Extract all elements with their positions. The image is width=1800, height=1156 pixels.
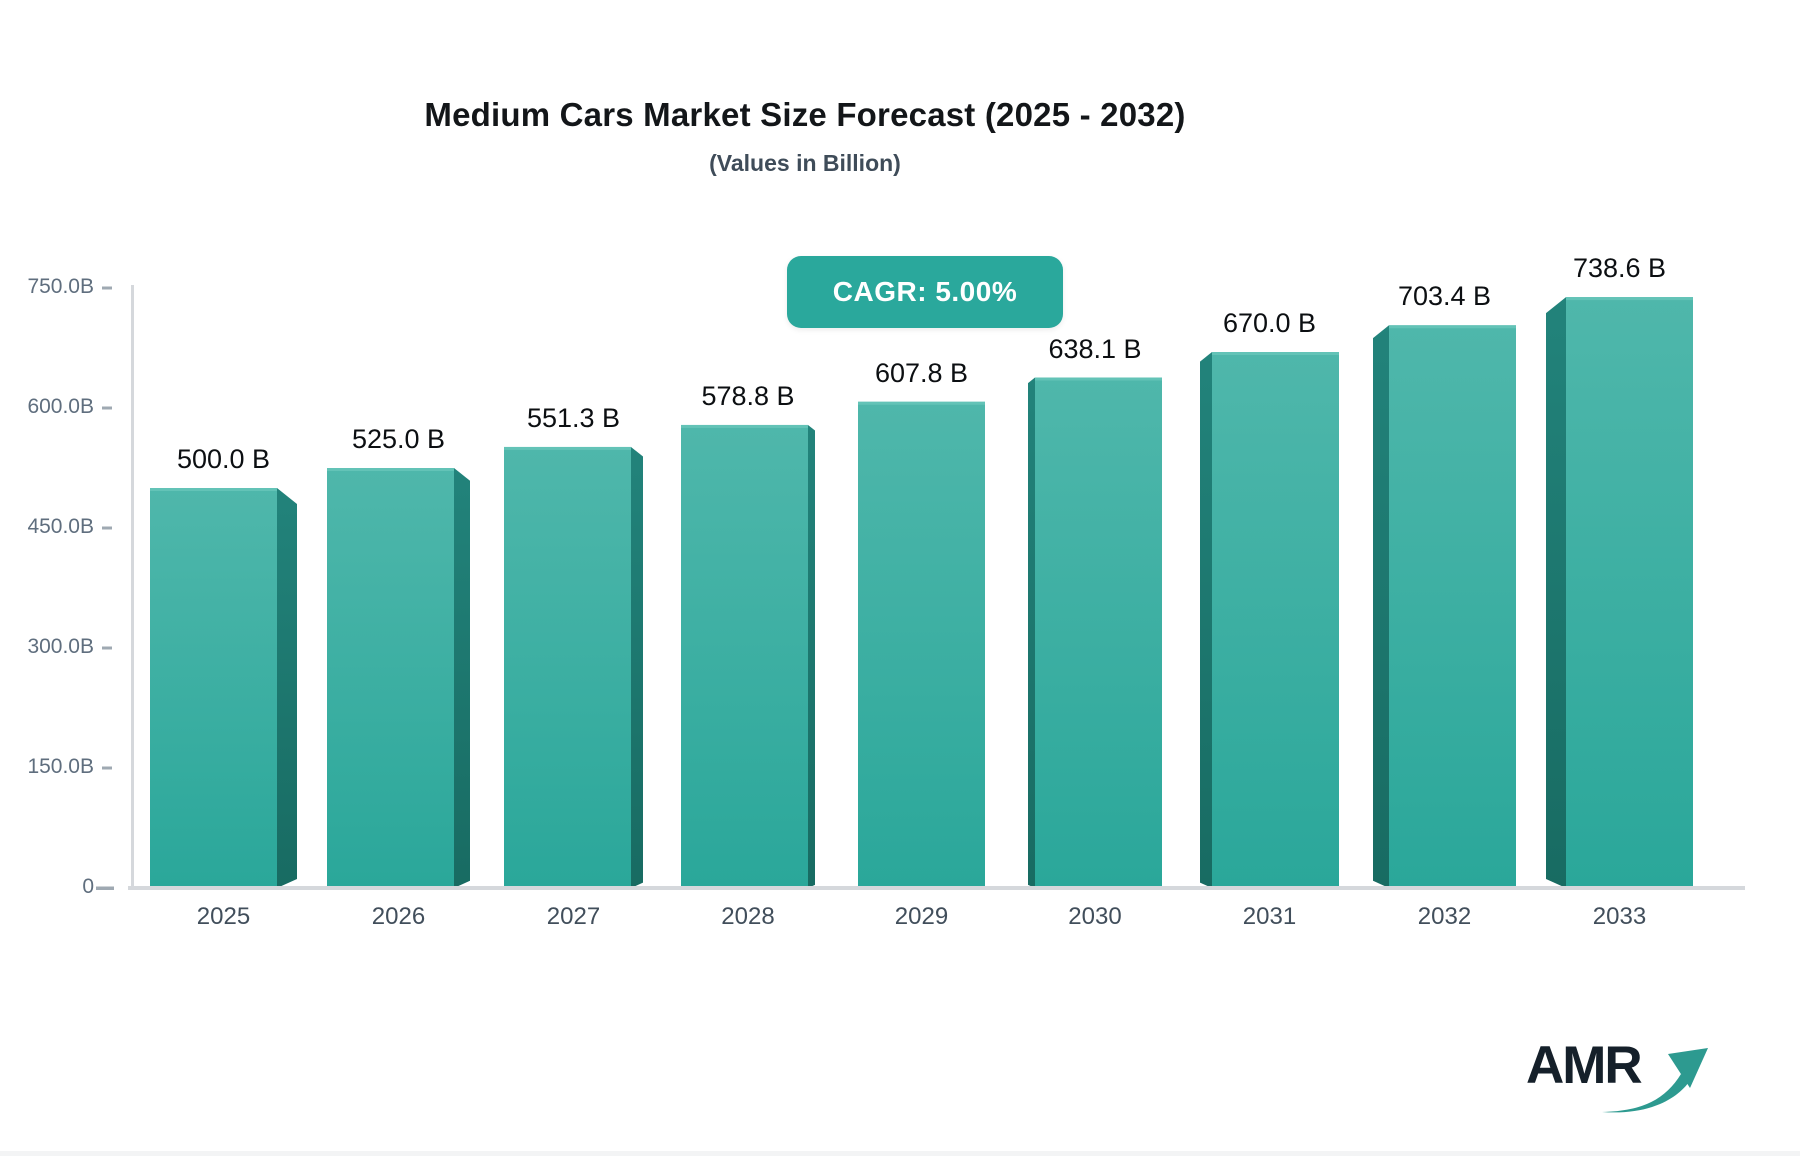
bar-2026 bbox=[327, 468, 454, 888]
value-label-2028: 578.8 B bbox=[701, 380, 795, 411]
value-label-2027: 551.3 B bbox=[526, 402, 621, 433]
chart-subtitle: (Values in Billion) bbox=[709, 150, 901, 176]
value-label-2025: 500.0 B bbox=[176, 444, 271, 474]
y-axis-label: 450.0B bbox=[27, 515, 94, 538]
bar-side-2030 bbox=[1028, 377, 1035, 888]
x-axis-label-2033: 2033 bbox=[1592, 903, 1647, 930]
value-label-2033: 738.6 B bbox=[1572, 253, 1667, 284]
bar-top-edge-2025 bbox=[150, 488, 277, 491]
bar-2025 bbox=[150, 488, 277, 888]
x-axis-label-2026: 2026 bbox=[371, 903, 426, 930]
value-label-2030: 638.1 B bbox=[1048, 333, 1142, 364]
growth-arrow-icon bbox=[1602, 1048, 1708, 1113]
cagr-badge: CAGR: 5.00% bbox=[787, 256, 1063, 328]
y-axis-line bbox=[131, 285, 134, 890]
bar-side-2026 bbox=[454, 468, 470, 888]
y-axis-label: 150.0B bbox=[27, 755, 94, 778]
bar-2030 bbox=[1035, 377, 1162, 888]
x-axis-label-2025: 2025 bbox=[196, 903, 251, 930]
y-tick-mark bbox=[102, 286, 112, 290]
x-axis-label-2032: 2032 bbox=[1417, 903, 1472, 930]
bar-top-edge-2033 bbox=[1566, 297, 1693, 301]
y-tick-mark bbox=[102, 406, 112, 410]
bar-2031 bbox=[1212, 352, 1339, 888]
y-axis-label: 300.0B bbox=[27, 635, 94, 658]
x-axis-label-2031: 2031 bbox=[1242, 903, 1297, 930]
y-axis-label: 600.0B bbox=[27, 395, 94, 418]
bar-top-edge-2030 bbox=[1035, 377, 1162, 381]
bar-side-2025 bbox=[277, 488, 297, 888]
amr-logo-text: AMR bbox=[1526, 1036, 1643, 1095]
value-label-2026: 525.0 B bbox=[351, 424, 446, 454]
x-axis-label-2027: 2027 bbox=[546, 903, 601, 930]
bar-top-edge-2027 bbox=[504, 446, 631, 450]
x-axis-label-2028: 2028 bbox=[721, 903, 775, 930]
y-axis-label: 0 bbox=[82, 875, 94, 898]
bar-side-2032 bbox=[1373, 325, 1389, 888]
amr-logo: AMR bbox=[1526, 1038, 1736, 1120]
value-label-2031: 670.0 B bbox=[1222, 308, 1317, 338]
bar-top-edge-2032 bbox=[1389, 325, 1516, 329]
y-tick-mark bbox=[96, 886, 114, 890]
bar-side-2031 bbox=[1200, 352, 1212, 888]
y-tick-mark bbox=[102, 646, 112, 650]
x-axis-label-2029: 2029 bbox=[894, 903, 949, 930]
bar-top-edge-2029 bbox=[858, 401, 985, 405]
bar-top-edge-2031 bbox=[1212, 352, 1339, 355]
bar-2027 bbox=[504, 446, 631, 888]
bar-top-edge-2026 bbox=[327, 468, 454, 471]
y-tick-mark bbox=[102, 766, 112, 770]
x-axis-line bbox=[128, 886, 1745, 890]
value-label-2032: 703.4 B bbox=[1397, 281, 1492, 312]
value-label-2029: 607.8 B bbox=[874, 357, 969, 388]
bar-side-2027 bbox=[631, 446, 643, 888]
bar-2032 bbox=[1389, 325, 1516, 888]
bar-side-2033 bbox=[1546, 297, 1566, 888]
bottom-edge bbox=[0, 1151, 1800, 1156]
bar-2028 bbox=[681, 424, 808, 888]
chart-title: Medium Cars Market Size Forecast (2025 -… bbox=[424, 96, 1186, 133]
x-axis-label-2030: 2030 bbox=[1068, 903, 1122, 930]
bar-side-2028 bbox=[808, 424, 815, 888]
bar-top-edge-2028 bbox=[681, 424, 808, 428]
bar-2033 bbox=[1566, 297, 1693, 888]
bar-2029 bbox=[858, 401, 985, 888]
y-tick-mark bbox=[102, 526, 112, 530]
y-axis-label: 750.0B bbox=[27, 275, 94, 298]
